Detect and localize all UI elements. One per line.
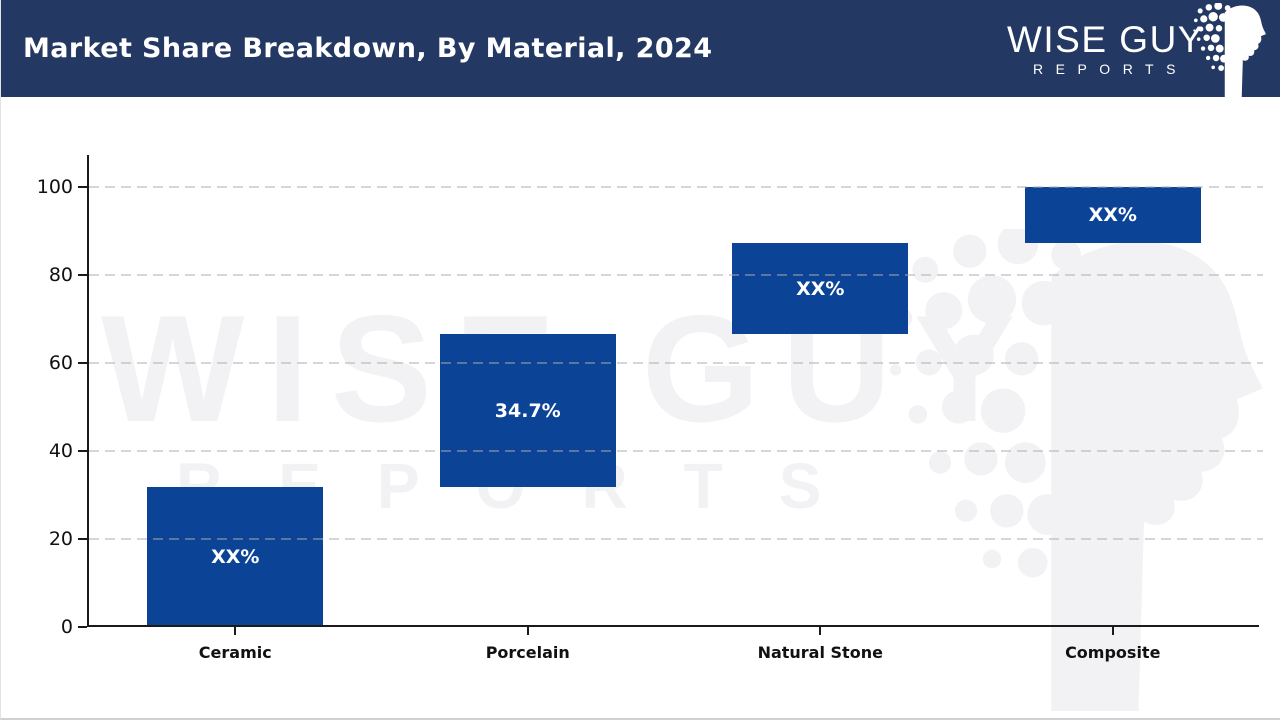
y-tick-100 xyxy=(78,186,87,188)
y-tick-label-60: 60 xyxy=(48,352,73,374)
bar-ceramic: XX% xyxy=(147,487,324,627)
y-axis-line xyxy=(87,155,89,627)
watermark-face-icon xyxy=(890,229,1263,711)
bar-natural-stone: XX% xyxy=(732,242,909,335)
y-tick-40 xyxy=(78,450,87,452)
header-bar: Market Share Breakdown, By Material, 202… xyxy=(1,0,1280,97)
bar-value-label: 34.7% xyxy=(494,399,561,422)
logo-face-icon xyxy=(1193,2,1266,97)
y-tick-label-20: 20 xyxy=(48,528,73,550)
x-tick-0 xyxy=(234,627,237,635)
gridline-100 xyxy=(89,186,1263,188)
chart-title: Market Share Breakdown, By Material, 202… xyxy=(23,33,713,64)
x-tick-2 xyxy=(819,627,822,635)
bar-value-label: XX% xyxy=(211,546,260,569)
y-tick-label-40: 40 xyxy=(48,440,73,462)
y-tick-20 xyxy=(78,538,87,540)
bar-porcelain: 34.7% xyxy=(439,334,616,488)
x-tick-label-0: Ceramic xyxy=(198,643,272,662)
logo-text: WISE GUY REPORTS xyxy=(1006,18,1204,77)
logo-wordmark: WISE GUY xyxy=(1006,18,1204,60)
y-tick-60 xyxy=(78,362,87,364)
x-tick-label-2: Natural Stone xyxy=(757,643,883,662)
chart-area: WISE GUY REPORTS 020406080100XX%Ceramic3… xyxy=(1,97,1280,718)
gridline-80 xyxy=(89,274,1263,276)
y-tick-80 xyxy=(78,274,87,276)
bar-value-label: XX% xyxy=(796,277,845,300)
y-tick-label-0: 0 xyxy=(60,616,73,638)
bar-composite: XX% xyxy=(1024,187,1201,243)
logo-subtext: REPORTS xyxy=(1033,60,1188,77)
x-tick-label-3: Composite xyxy=(1065,643,1161,662)
x-tick-label-1: Porcelain xyxy=(485,643,570,662)
gridline-40 xyxy=(89,450,1263,452)
y-tick-0 xyxy=(78,626,87,628)
wise-guy-logo: WISE GUY REPORTS xyxy=(1007,0,1280,97)
x-axis-line xyxy=(87,625,1259,627)
x-tick-1 xyxy=(526,627,529,635)
gridline-60 xyxy=(89,362,1263,364)
bar-value-label: XX% xyxy=(1088,203,1137,226)
y-tick-label-100: 100 xyxy=(36,176,73,198)
gridline-20 xyxy=(89,538,1263,540)
y-tick-label-80: 80 xyxy=(48,264,73,286)
x-tick-3 xyxy=(1111,627,1114,635)
